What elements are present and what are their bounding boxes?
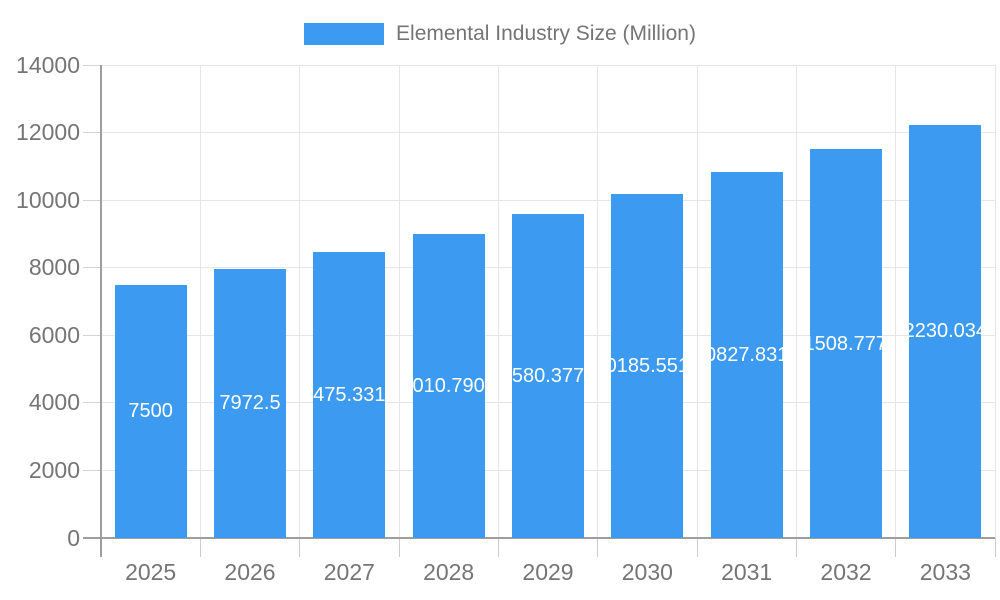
x-tick-label: 2025	[125, 559, 177, 585]
x-axis-tick	[696, 538, 698, 557]
bar-value-label: 9580.3771	[512, 365, 584, 388]
gridline-vertical	[199, 65, 201, 538]
bar[interactable]: 10827.8312	[710, 172, 783, 538]
x-tick-label: 2027	[323, 559, 375, 585]
x-axis-tick	[895, 538, 897, 557]
y-tick-label: 14000	[16, 51, 80, 78]
bar-value-label: 8475.3317	[313, 383, 386, 406]
y-tick-label: 2000	[28, 456, 80, 483]
y-axis-tick	[83, 334, 101, 336]
y-tick-label: 10000	[16, 186, 80, 213]
x-tick-label: 2030	[621, 559, 673, 585]
bar-value-label: 10827.8312	[711, 344, 783, 367]
bar-value-label: 12230.0347	[909, 320, 981, 343]
bar-value-label: 9010.7906	[412, 374, 485, 397]
y-tick-label: 4000	[28, 389, 80, 416]
x-axis-tick	[199, 538, 201, 557]
y-axis-tick	[83, 267, 101, 269]
gridline-vertical	[795, 65, 797, 538]
legend-swatch-icon	[304, 23, 385, 45]
y-axis-tick	[83, 132, 101, 134]
x-axis-tick	[994, 538, 996, 557]
x-tick-label: 2028	[423, 559, 475, 585]
x-tick-label: 2029	[522, 559, 574, 585]
x-axis-tick	[597, 538, 599, 557]
y-axis-tick	[83, 469, 101, 471]
x-tick-label: 2032	[820, 559, 872, 585]
gridline-vertical	[597, 65, 599, 538]
bar[interactable]: 9580.3771	[512, 214, 584, 538]
gridline-vertical	[497, 65, 499, 538]
x-axis-tick	[795, 538, 797, 557]
bar[interactable]: 8475.3317	[313, 251, 386, 538]
y-tick-label: 0	[67, 524, 80, 551]
gridline-vertical	[398, 65, 400, 538]
y-axis-tick	[83, 199, 101, 201]
x-axis-tick	[299, 538, 301, 557]
y-tick-label: 6000	[28, 321, 80, 348]
bar[interactable]: 7972.5	[214, 268, 286, 538]
x-axis-line	[83, 537, 995, 539]
gridline-horizontal	[101, 64, 995, 66]
x-axis-tick	[497, 538, 499, 557]
gridline-vertical	[895, 65, 897, 538]
gridline-horizontal	[101, 199, 995, 201]
x-tick-label: 2033	[919, 559, 971, 585]
bar[interactable]: 7500	[114, 284, 187, 538]
x-axis-tick	[398, 538, 400, 557]
x-tick-label: 2031	[721, 559, 773, 585]
legend-label: Elemental Industry Size (Million)	[396, 22, 696, 45]
y-tick-label: 12000	[16, 119, 80, 146]
y-axis-line	[100, 65, 102, 557]
bar[interactable]: 12230.0347	[909, 124, 982, 538]
x-tick-label: 2026	[224, 559, 276, 585]
gridline-vertical	[994, 65, 996, 538]
gridline-vertical	[299, 65, 301, 538]
y-tick-label: 8000	[28, 254, 80, 281]
bar-value-label: 7972.5	[219, 392, 281, 415]
bar-value-label: 7500	[128, 400, 173, 423]
bar[interactable]: 11508.7774	[810, 149, 882, 538]
bar[interactable]: 10185.5512	[611, 193, 684, 538]
y-axis-tick	[83, 402, 101, 404]
bar-value-label: 11508.7774	[810, 332, 882, 355]
gridline-horizontal	[101, 132, 995, 134]
y-axis-tick	[83, 64, 101, 66]
bar-value-label: 10185.5512	[611, 354, 683, 377]
legend: Elemental Industry Size (Million)	[0, 21, 1000, 47]
bar[interactable]: 9010.7906	[412, 233, 485, 538]
gridline-vertical	[696, 65, 698, 538]
